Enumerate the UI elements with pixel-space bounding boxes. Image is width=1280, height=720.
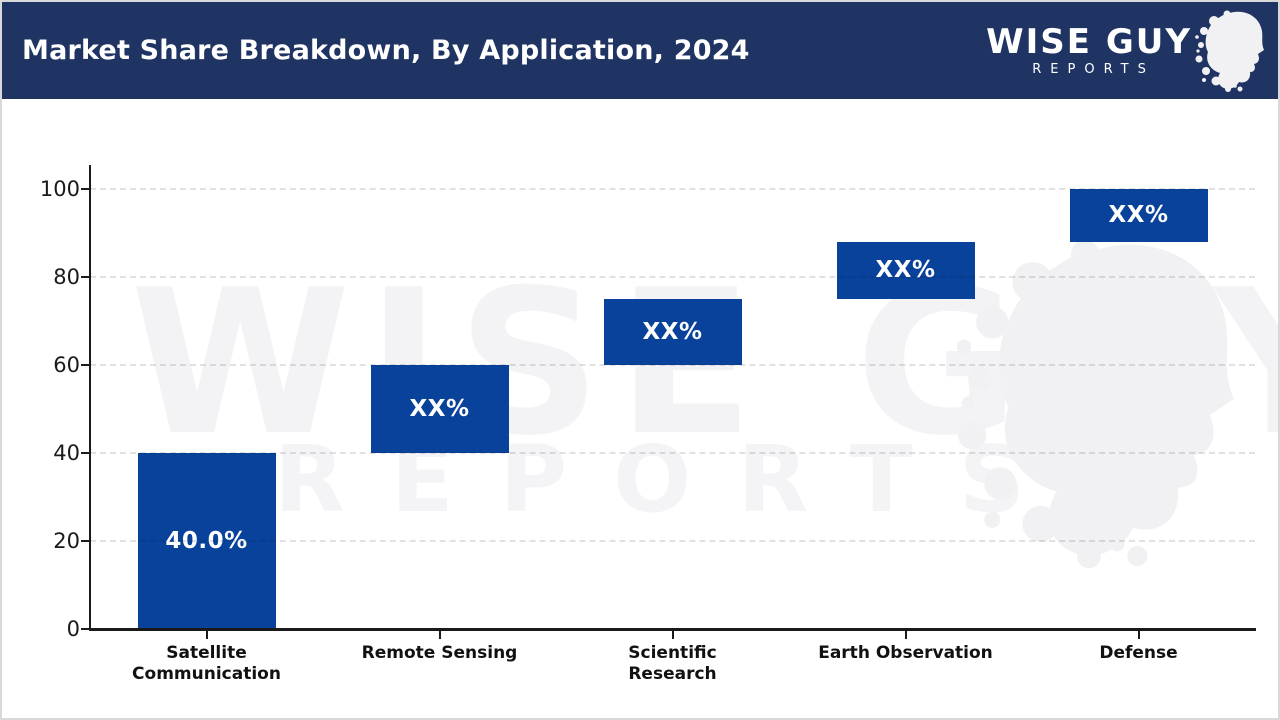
brand-face-icon: [1195, 10, 1264, 92]
gridline-40: [90, 452, 1255, 454]
bar-value-label: XX%: [409, 396, 470, 422]
bar-4: XX%: [836, 241, 975, 299]
y-tick-label: 100: [39, 177, 80, 201]
gridline-80: [90, 276, 1255, 278]
y-tick-mark: [81, 628, 90, 630]
y-tick-mark: [81, 540, 90, 542]
y-tick-label: 40: [53, 441, 80, 465]
y-tick-label: 20: [53, 529, 80, 553]
y-tick-mark: [81, 188, 90, 190]
x-category-label: Scientific Research: [628, 643, 717, 684]
x-category-label: Satellite Communication: [132, 643, 281, 684]
x-category-label: Defense: [1099, 643, 1178, 663]
watermark-face-icon: #faceShape{fill:#f1f1f4;}: [956, 239, 1234, 569]
brand-subtitle: REPORTS: [1032, 62, 1155, 77]
bar-value-label: 40.0%: [165, 528, 248, 554]
x-category-label: Remote Sensing: [361, 643, 518, 663]
header-bar: Market Share Breakdown, By Application, …: [2, 2, 1278, 99]
bar-3: XX%: [603, 299, 742, 365]
y-tick-label: 0: [66, 617, 80, 641]
x-tick-mark: [205, 631, 208, 639]
bar-5: XX%: [1069, 189, 1208, 242]
x-tick-mark: [671, 631, 674, 639]
bar-value-label: XX%: [642, 319, 703, 345]
brand-name: WISE GUY: [986, 22, 1192, 62]
y-tick-label: 60: [53, 353, 80, 377]
bar-2: XX%: [370, 365, 509, 453]
y-tick-mark: [81, 276, 90, 278]
y-tick-mark: [81, 364, 90, 366]
x-tick-mark: [1137, 631, 1140, 639]
x-category-label: Earth Observation: [818, 643, 993, 663]
page-title: Market Share Breakdown, By Application, …: [22, 35, 750, 66]
bar-value-label: XX%: [1108, 202, 1169, 229]
brand-logo: WISE GUY REPORTS: [986, 9, 1266, 93]
x-axis-line: [89, 628, 1256, 631]
bar-1: 40.0%: [137, 453, 276, 629]
gridline-60: [90, 364, 1255, 366]
y-tick-label: 80: [53, 265, 80, 289]
bar-value-label: XX%: [875, 257, 936, 284]
brand-logo-text: WISE GUY REPORTS: [986, 24, 1192, 77]
gridline-100: [90, 188, 1255, 190]
y-tick-mark: [81, 452, 90, 454]
y-axis-line: [89, 165, 91, 631]
x-tick-mark: [438, 631, 441, 639]
x-tick-mark: [904, 631, 907, 639]
gridline-20: [90, 540, 1255, 542]
